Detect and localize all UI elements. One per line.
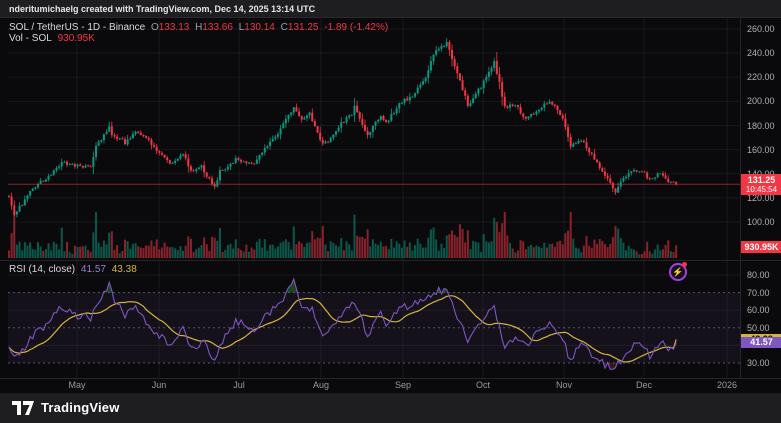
price-tick-label: 240.00	[747, 48, 775, 59]
volume-study-title[interactable]: Vol - SOL	[9, 33, 52, 44]
tradingview-brand-text: TradingView	[41, 400, 120, 415]
volume-legend: Vol - SOL 930.95K	[9, 33, 98, 44]
lightning-glyph: ⚡	[672, 266, 684, 277]
rsi-study-value: 41.57	[80, 264, 106, 275]
quick-trade-bolt-icon[interactable]: ⚡	[669, 262, 687, 281]
tradingview-brand-link[interactable]: TradingView	[12, 400, 120, 415]
bar-countdown: 10:45:54	[745, 184, 778, 194]
high-value: 133.66	[202, 22, 233, 33]
rsi-tick-label: 50.00	[747, 322, 770, 333]
time-axis-label: Dec	[635, 380, 653, 390]
last-price-badge: 131.25 10:45:54	[741, 173, 781, 195]
price-pane-canvas[interactable]	[8, 18, 740, 260]
time-axis-label: Aug	[312, 380, 330, 390]
volume-study-value: 930.95K	[57, 33, 95, 44]
time-axis[interactable]: May Jun Jul Aug Sep Oct Nov Dec 2026	[0, 378, 781, 393]
attribution-text: nderitumichaelg created with TradingView…	[9, 4, 316, 14]
price-tick-label: 260.00	[747, 24, 775, 34]
price-tick-label: 120.00	[747, 192, 775, 203]
attribution-bar: nderitumichaelg created with TradingView…	[0, 0, 781, 18]
low-value: 130.14	[244, 22, 275, 33]
rsi-pane-canvas[interactable]	[8, 261, 740, 378]
tradingview-logo-icon	[12, 400, 34, 415]
change-value: -1.89 (-1.42%)	[324, 22, 389, 33]
time-axis-label: Nov	[555, 380, 573, 390]
rsi-tick-label: 30.00	[747, 358, 770, 368]
price-tick-label: 200.00	[747, 96, 775, 107]
rsi-tick-label: 80.00	[747, 270, 770, 280]
close-label: C	[280, 22, 288, 33]
price-tick-label: 220.00	[747, 72, 775, 83]
symbol-legend: SOL / TetherUS - 1D - Binance O133.13 H1…	[9, 22, 391, 33]
price-tick-label: 180.00	[747, 120, 775, 131]
notification-dot	[682, 262, 687, 267]
volume-badge: 930.95K	[741, 241, 781, 253]
high-label: H	[195, 22, 203, 33]
time-axis-label: Oct	[475, 380, 491, 390]
open-label: O	[150, 22, 159, 33]
footer-bar: TradingView	[0, 392, 781, 423]
time-axis-label: Sep	[394, 380, 412, 390]
last-price-value: 131.25	[747, 174, 776, 185]
price-tick-label: 100.00	[747, 217, 775, 227]
rsi-tick-label: 70.00	[747, 287, 770, 298]
time-axis-label: May	[68, 380, 86, 390]
rsi-tick-label: 60.00	[747, 305, 770, 316]
time-axis-label: Jul	[233, 380, 245, 390]
rsi-legend: RSI (14, close) 41.57 43.38	[9, 264, 140, 275]
chart-region[interactable]: SOL / TetherUS - 1D - Binance O133.13 H1…	[0, 18, 781, 392]
rsi-ma-value: 43.38	[111, 264, 137, 275]
symbol-title[interactable]: SOL / TetherUS - 1D - Binance	[9, 22, 146, 33]
time-axis-label: Jun	[151, 380, 167, 390]
price-tick-label: 140.00	[747, 169, 775, 179]
pane-separator[interactable]	[0, 260, 781, 261]
low-label: L	[238, 22, 245, 33]
close-value: 131.25	[287, 22, 319, 33]
rsi-badge: 41.57	[741, 337, 781, 349]
price-tick-label: 160.00	[747, 144, 775, 155]
rsi-study-title[interactable]: RSI (14, close)	[9, 264, 76, 275]
time-axis-label: 2026	[716, 380, 738, 390]
open-value: 133.13	[158, 22, 190, 33]
price-axis[interactable]: 131.25 10:45:54 930.95K 43.38 41.57 260.…	[740, 18, 781, 378]
